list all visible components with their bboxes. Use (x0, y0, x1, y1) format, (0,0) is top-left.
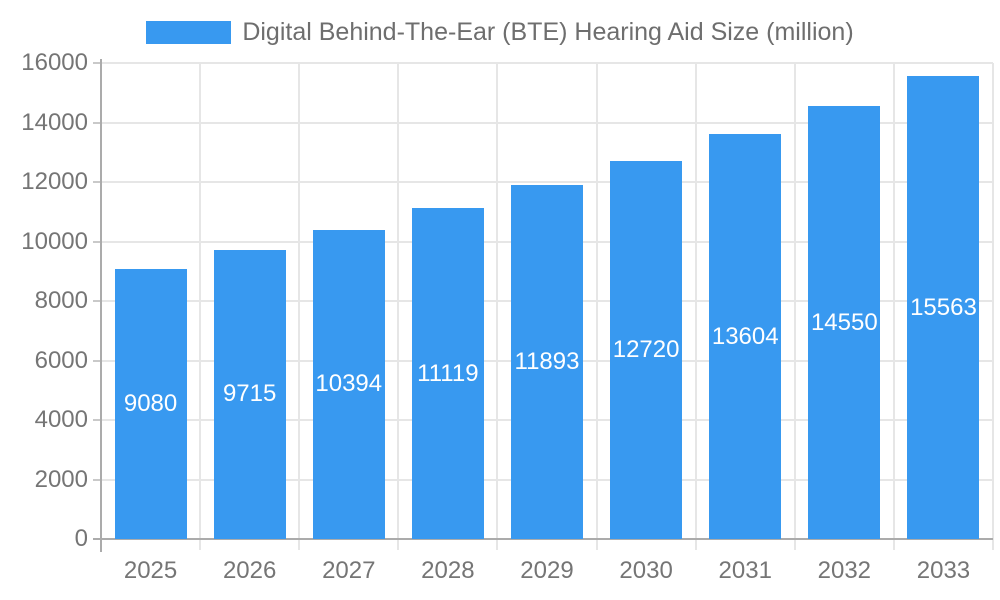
h-gridline (101, 181, 993, 183)
v-gridline (496, 63, 499, 550)
legend[interactable]: Digital Behind-The-Ear (BTE) Hearing Aid… (0, 14, 1000, 50)
v-gridline (694, 63, 697, 550)
x-axis-tick-label: 2025 (123, 557, 178, 584)
v-gridline (298, 63, 301, 550)
x-axis-tick-label: 2030 (619, 557, 673, 584)
x-axis-tick-label: 2028 (421, 557, 475, 584)
y-axis-tick (93, 62, 101, 64)
y-axis-tick-label: 2000 (34, 465, 88, 493)
h-gridline (101, 62, 993, 64)
bar-value-label: 10394 (315, 370, 383, 398)
v-gridline (992, 63, 994, 550)
legend-label: Digital Behind-The-Ear (BTE) Hearing Aid… (242, 17, 854, 46)
bar-value-label: 14550 (810, 308, 878, 336)
x-axis-tick-label: 2026 (222, 557, 277, 584)
y-axis-tick (93, 181, 101, 183)
bar[interactable] (213, 249, 286, 539)
y-axis-tick-label: 0 (74, 525, 88, 552)
v-gridline (397, 63, 400, 550)
v-gridline (793, 63, 796, 550)
v-gridline (595, 63, 598, 550)
bar[interactable] (808, 106, 881, 539)
y-axis-tick-label: 16000 (21, 49, 88, 76)
y-axis-tick (93, 300, 101, 302)
x-axis-tick-label: 2029 (520, 557, 574, 584)
v-gridline (892, 63, 895, 550)
bar[interactable] (411, 208, 484, 539)
bar[interactable] (610, 160, 683, 539)
bar-value-label: 15563 (910, 293, 977, 321)
y-axis-tick-label: 6000 (34, 346, 88, 374)
y-axis-tick-label: 12000 (21, 168, 88, 195)
y-axis-tick (93, 240, 101, 243)
y-axis-tick-label: 10000 (21, 227, 88, 255)
x-axis-tick-label: 2031 (718, 557, 772, 584)
y-axis-tick (93, 419, 101, 421)
bar-value-label: 9080 (123, 389, 178, 417)
x-axis-tick-label: 2027 (322, 557, 376, 584)
y-axis-tick-label: 8000 (34, 287, 88, 314)
bar[interactable] (312, 229, 385, 539)
bar-value-label: 9715 (222, 380, 277, 408)
bar-value-label: 11893 (514, 348, 580, 376)
bar[interactable] (511, 185, 583, 539)
bar-value-label: 13604 (711, 322, 779, 350)
y-axis-tick (93, 359, 101, 362)
y-axis-tick (93, 478, 101, 481)
x-axis-tick-label: 2033 (916, 557, 971, 584)
bar[interactable] (907, 76, 980, 539)
y-axis-tick (93, 121, 101, 124)
y-axis-tick-label: 14000 (21, 108, 88, 136)
bar[interactable] (709, 134, 782, 539)
bar[interactable] (114, 268, 187, 539)
y-axis-line (100, 59, 102, 552)
y-axis-tick-label: 4000 (34, 406, 88, 433)
x-axis-line (93, 538, 993, 540)
bar-value-label: 12720 (612, 335, 680, 363)
x-axis-tick-label: 2032 (817, 557, 872, 584)
bar-value-label: 11119 (417, 359, 479, 387)
legend-swatch (146, 20, 232, 44)
h-gridline (101, 121, 993, 124)
v-gridline (199, 63, 202, 550)
